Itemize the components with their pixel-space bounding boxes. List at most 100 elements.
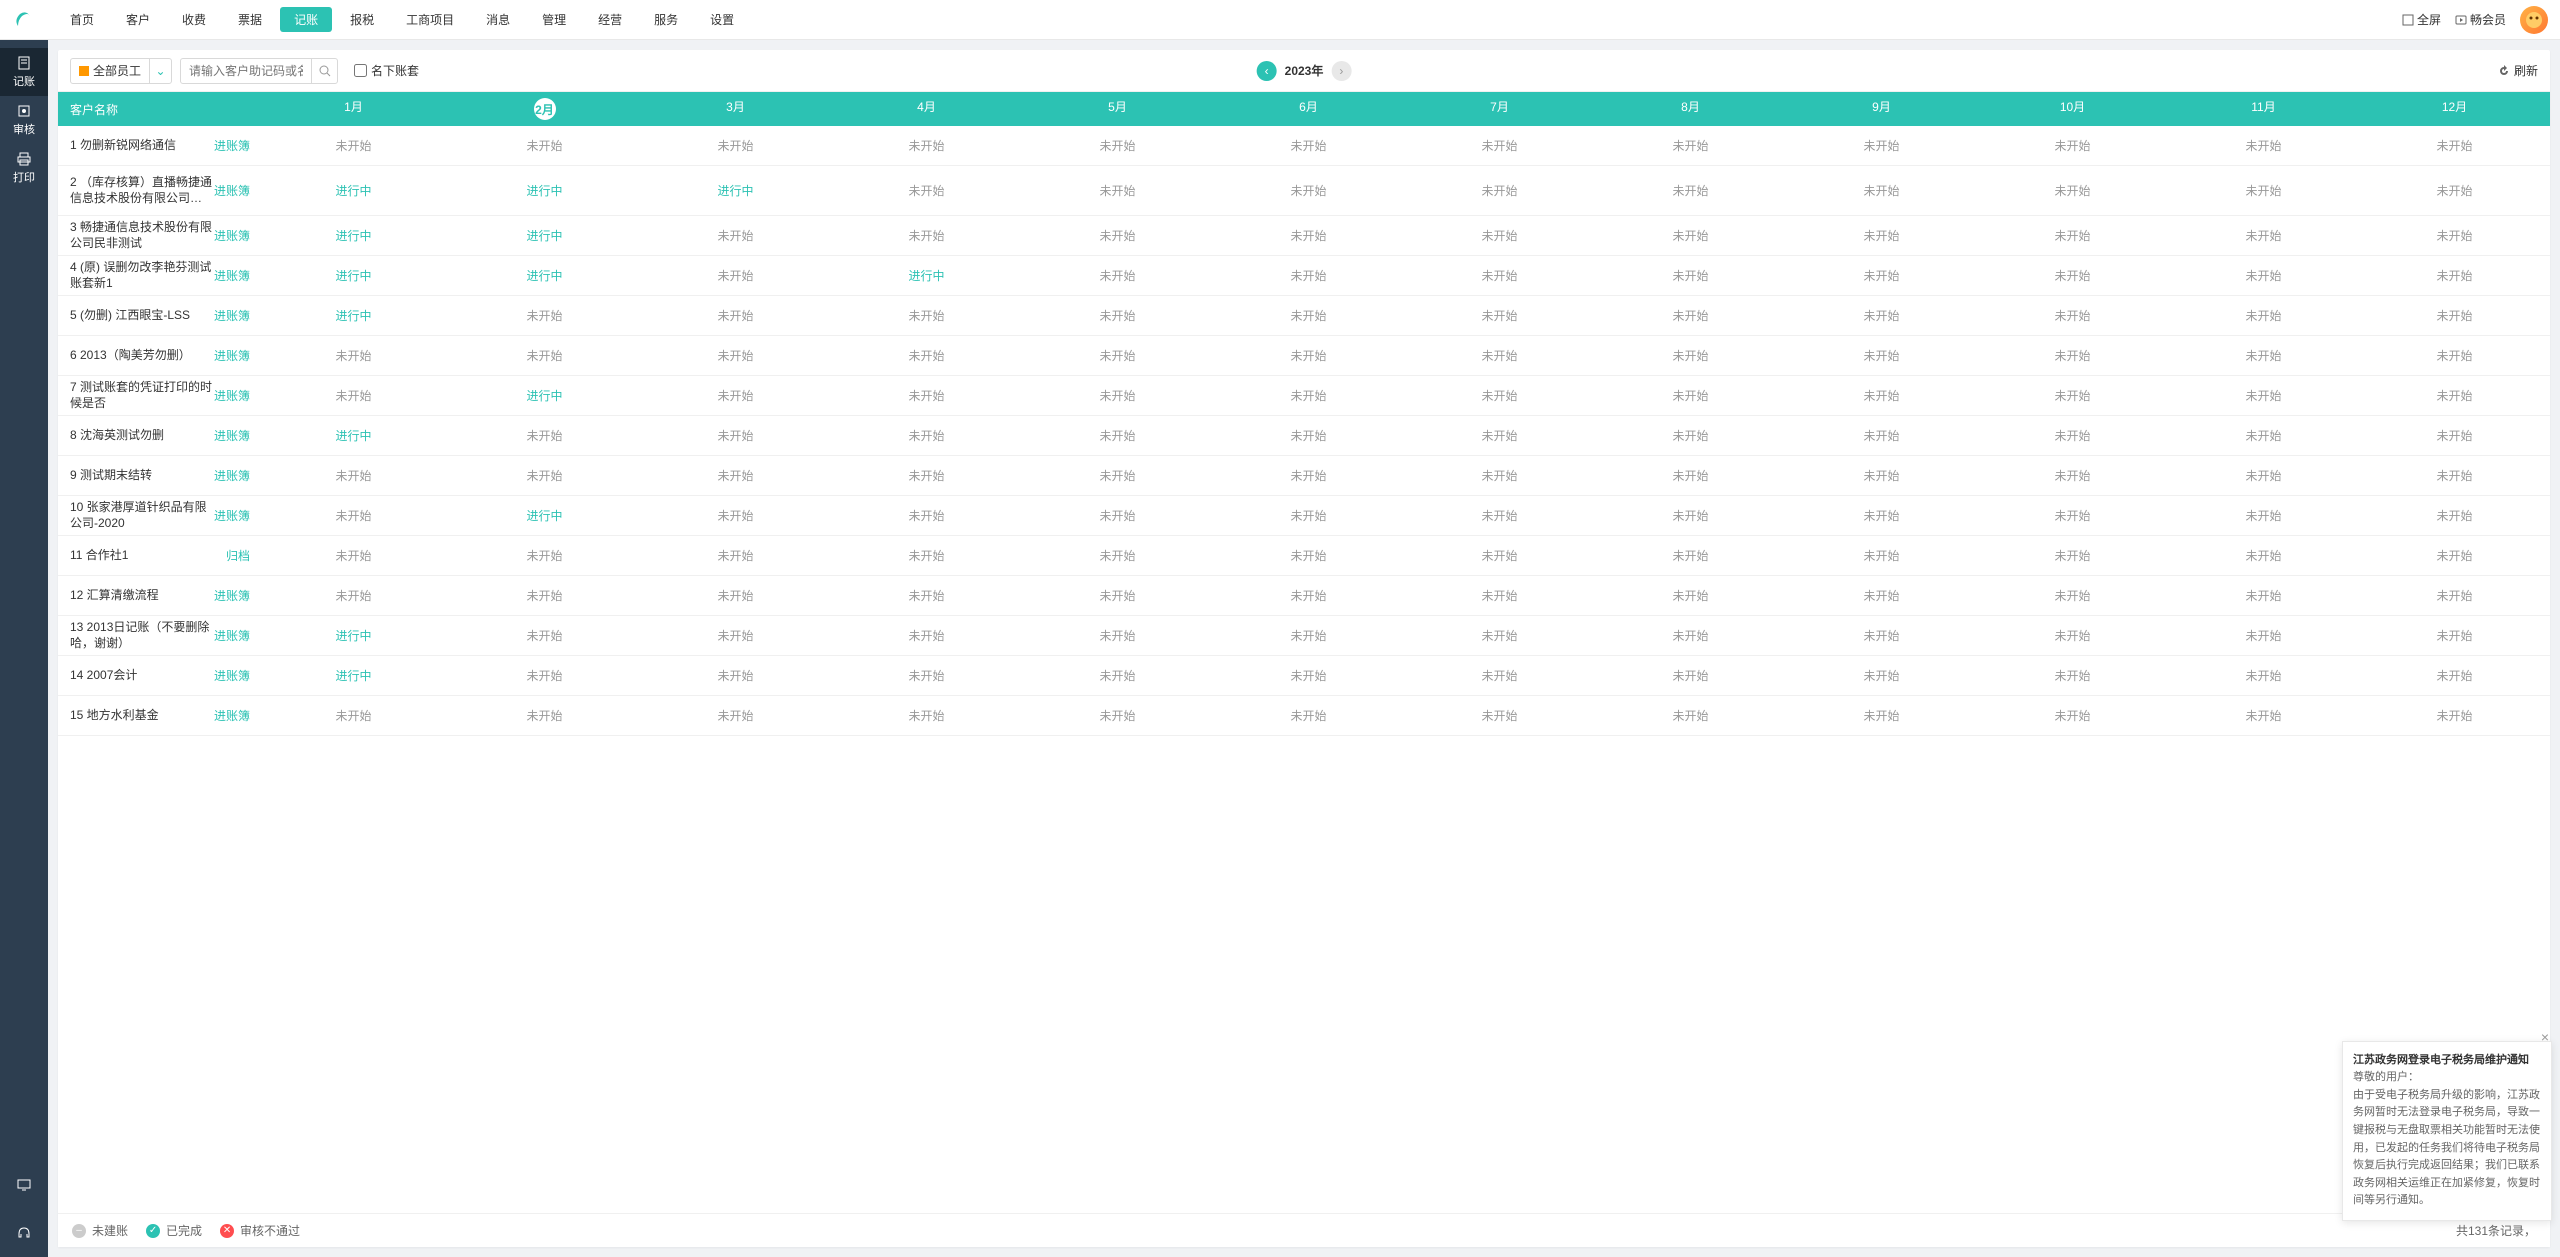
status-cell[interactable]: 未开始 — [831, 137, 1022, 154]
status-cell[interactable]: 未开始 — [831, 227, 1022, 244]
status-cell[interactable]: 未开始 — [1595, 467, 1786, 484]
status-cell[interactable]: 未开始 — [1786, 347, 1977, 364]
th-month-3[interactable]: 3月 — [640, 98, 831, 120]
status-cell[interactable]: 未开始 — [1786, 667, 1977, 684]
enter-ledger-link[interactable]: 进账簿 — [214, 467, 250, 484]
status-cell[interactable]: 未开始 — [1404, 707, 1595, 724]
status-cell[interactable]: 进行中 — [258, 427, 449, 444]
search-button[interactable] — [311, 59, 337, 83]
status-cell[interactable]: 未开始 — [1022, 587, 1213, 604]
th-month-12[interactable]: 12月 — [2359, 98, 2550, 120]
member-button[interactable]: 畅会员 — [2455, 11, 2506, 28]
status-cell[interactable]: 未开始 — [1213, 427, 1404, 444]
status-cell[interactable]: 未开始 — [449, 427, 640, 444]
status-cell[interactable]: 未开始 — [1595, 507, 1786, 524]
status-cell[interactable]: 未开始 — [1404, 267, 1595, 284]
status-cell[interactable]: 未开始 — [1404, 227, 1595, 244]
status-cell[interactable]: 未开始 — [2359, 267, 2550, 284]
status-cell[interactable]: 未开始 — [2168, 587, 2359, 604]
status-cell[interactable]: 未开始 — [1595, 387, 1786, 404]
status-cell[interactable]: 进行中 — [640, 182, 831, 199]
enter-ledger-link[interactable]: 进账簿 — [214, 227, 250, 244]
status-cell[interactable]: 未开始 — [1977, 347, 2168, 364]
status-cell[interactable]: 未开始 — [1977, 137, 2168, 154]
enter-ledger-link[interactable]: 进账簿 — [214, 667, 250, 684]
enter-ledger-link[interactable]: 进账簿 — [214, 347, 250, 364]
status-cell[interactable]: 未开始 — [1213, 707, 1404, 724]
status-cell[interactable]: 进行中 — [449, 182, 640, 199]
nav-item-1[interactable]: 客户 — [112, 7, 164, 32]
year-next-button[interactable]: › — [1331, 61, 1351, 81]
status-cell[interactable]: 未开始 — [1977, 667, 2168, 684]
status-cell[interactable]: 未开始 — [640, 267, 831, 284]
status-cell[interactable]: 未开始 — [831, 627, 1022, 644]
status-cell[interactable]: 未开始 — [2168, 307, 2359, 324]
status-cell[interactable]: 未开始 — [640, 587, 831, 604]
status-cell[interactable]: 未开始 — [1404, 347, 1595, 364]
status-cell[interactable]: 未开始 — [1213, 227, 1404, 244]
status-cell[interactable]: 未开始 — [1977, 507, 2168, 524]
status-cell[interactable]: 未开始 — [1213, 387, 1404, 404]
status-cell[interactable]: 未开始 — [1022, 547, 1213, 564]
status-cell[interactable]: 未开始 — [1977, 182, 2168, 199]
status-cell[interactable]: 未开始 — [1022, 137, 1213, 154]
nav-item-4[interactable]: 记账 — [280, 7, 332, 32]
status-cell[interactable]: 未开始 — [449, 137, 640, 154]
nav-item-2[interactable]: 收费 — [168, 7, 220, 32]
status-cell[interactable]: 未开始 — [1213, 137, 1404, 154]
status-cell[interactable]: 未开始 — [1786, 267, 1977, 284]
status-cell[interactable]: 未开始 — [640, 347, 831, 364]
status-cell[interactable]: 未开始 — [640, 667, 831, 684]
status-cell[interactable]: 未开始 — [1213, 627, 1404, 644]
status-cell[interactable]: 未开始 — [1404, 587, 1595, 604]
sidebar-headset[interactable] — [0, 1209, 48, 1257]
status-cell[interactable]: 未开始 — [1595, 587, 1786, 604]
enter-ledger-link[interactable]: 进账簿 — [214, 307, 250, 324]
fullscreen-button[interactable]: 全屏 — [2402, 11, 2441, 28]
status-cell[interactable]: 未开始 — [1022, 347, 1213, 364]
status-cell[interactable]: 未开始 — [2168, 182, 2359, 199]
status-cell[interactable]: 未开始 — [1022, 307, 1213, 324]
status-cell[interactable]: 未开始 — [449, 467, 640, 484]
enter-ledger-link[interactable]: 进账簿 — [214, 587, 250, 604]
status-cell[interactable]: 未开始 — [2359, 307, 2550, 324]
status-cell[interactable]: 进行中 — [258, 627, 449, 644]
status-cell[interactable]: 进行中 — [449, 387, 640, 404]
status-cell[interactable]: 未开始 — [640, 307, 831, 324]
status-cell[interactable]: 未开始 — [1404, 467, 1595, 484]
status-cell[interactable]: 未开始 — [449, 347, 640, 364]
status-cell[interactable]: 未开始 — [449, 667, 640, 684]
nav-item-11[interactable]: 设置 — [696, 7, 748, 32]
status-cell[interactable]: 未开始 — [1595, 427, 1786, 444]
status-cell[interactable]: 未开始 — [1404, 427, 1595, 444]
status-cell[interactable]: 未开始 — [1022, 707, 1213, 724]
search-input[interactable] — [181, 64, 311, 78]
status-cell[interactable]: 未开始 — [1213, 347, 1404, 364]
enter-ledger-link[interactable]: 进账簿 — [214, 387, 250, 404]
th-month-2[interactable]: 2月 — [449, 98, 640, 120]
status-cell[interactable]: 未开始 — [1786, 182, 1977, 199]
status-cell[interactable]: 未开始 — [640, 707, 831, 724]
status-cell[interactable]: 未开始 — [640, 387, 831, 404]
status-cell[interactable]: 进行中 — [831, 267, 1022, 284]
status-cell[interactable]: 未开始 — [640, 627, 831, 644]
status-cell[interactable]: 未开始 — [1595, 137, 1786, 154]
status-cell[interactable]: 未开始 — [2359, 627, 2550, 644]
status-cell[interactable]: 未开始 — [258, 387, 449, 404]
th-month-6[interactable]: 6月 — [1213, 98, 1404, 120]
status-cell[interactable]: 未开始 — [1404, 627, 1595, 644]
status-cell[interactable]: 未开始 — [1786, 227, 1977, 244]
sidebar-item-ledger[interactable]: 记账 — [0, 48, 48, 96]
status-cell[interactable]: 未开始 — [2359, 387, 2550, 404]
refresh-button[interactable]: 刷新 — [2498, 62, 2538, 79]
status-cell[interactable]: 未开始 — [449, 547, 640, 564]
status-cell[interactable]: 未开始 — [1213, 587, 1404, 604]
status-cell[interactable]: 未开始 — [831, 507, 1022, 524]
status-cell[interactable]: 未开始 — [258, 467, 449, 484]
status-cell[interactable]: 进行中 — [449, 507, 640, 524]
status-cell[interactable]: 未开始 — [1404, 547, 1595, 564]
status-cell[interactable]: 未开始 — [1977, 587, 2168, 604]
status-cell[interactable]: 进行中 — [258, 307, 449, 324]
enter-ledger-link[interactable]: 进账簿 — [214, 137, 250, 154]
status-cell[interactable]: 未开始 — [449, 587, 640, 604]
